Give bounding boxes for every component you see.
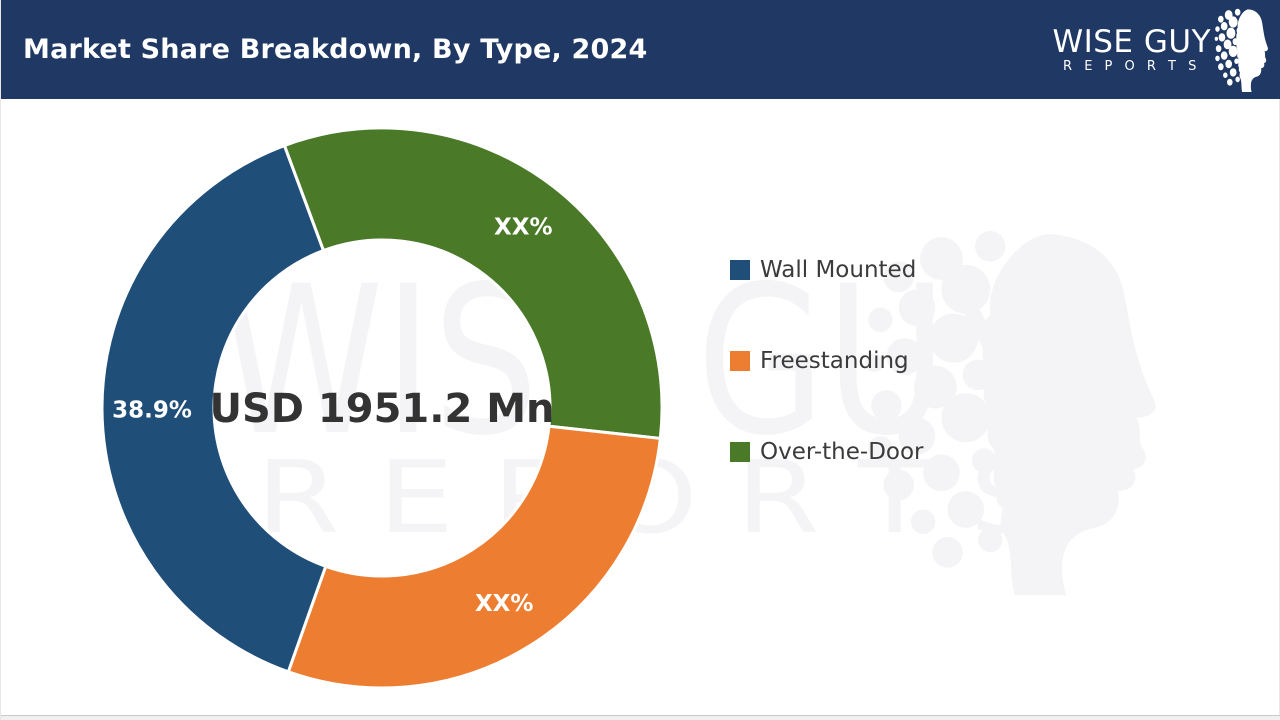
- donut-chart: XX% XX% 38.9% USD 1951.2 Mn: [100, 126, 664, 690]
- page-title: Market Share Breakdown, By Type, 2024: [23, 34, 648, 65]
- donut-segment-wall-mounted: [100, 144, 328, 674]
- legend-label-over-the-door: Over-the-Door: [760, 439, 924, 465]
- legend-label-wall-mounted: Wall Mounted: [760, 257, 917, 283]
- legend-swatch-over-the-door: [730, 442, 750, 462]
- header: Market Share Breakdown, By Type, 2024 WI…: [1, 0, 1280, 99]
- logo-wordmark: WISE GUY: [1052, 23, 1211, 60]
- brand-logo: WISE GUY R E P O R T S: [1052, 5, 1269, 95]
- slice-label-wall-mounted: 38.9%: [112, 398, 192, 424]
- legend-swatch-wall-mounted: [730, 260, 750, 280]
- donut-segment-over-the-door: [282, 126, 664, 440]
- slice-label-over-the-door: XX%: [494, 215, 553, 241]
- wiseguy-face-icon: [1214, 8, 1268, 92]
- legend: Wall Mounted Freestanding Over-the-Door: [730, 256, 924, 466]
- logo-text: WISE GUY R E P O R T S: [1052, 26, 1211, 75]
- legend-label-freestanding: Freestanding: [760, 348, 909, 374]
- bottom-bar: [1, 715, 1280, 720]
- legend-swatch-freestanding: [730, 351, 750, 371]
- slice-label-freestanding: XX%: [475, 591, 534, 617]
- legend-row-wall-mounted: Wall Mounted: [730, 256, 924, 284]
- legend-row-freestanding: Freestanding: [730, 347, 924, 375]
- donut-segments: [100, 126, 664, 690]
- donut-segment-freestanding: [286, 424, 662, 690]
- donut-center-label: USD 1951.2 Mn: [210, 386, 555, 432]
- logo-subtext: R E P O R T S: [1063, 59, 1201, 75]
- legend-row-over-the-door: Over-the-Door: [730, 438, 924, 466]
